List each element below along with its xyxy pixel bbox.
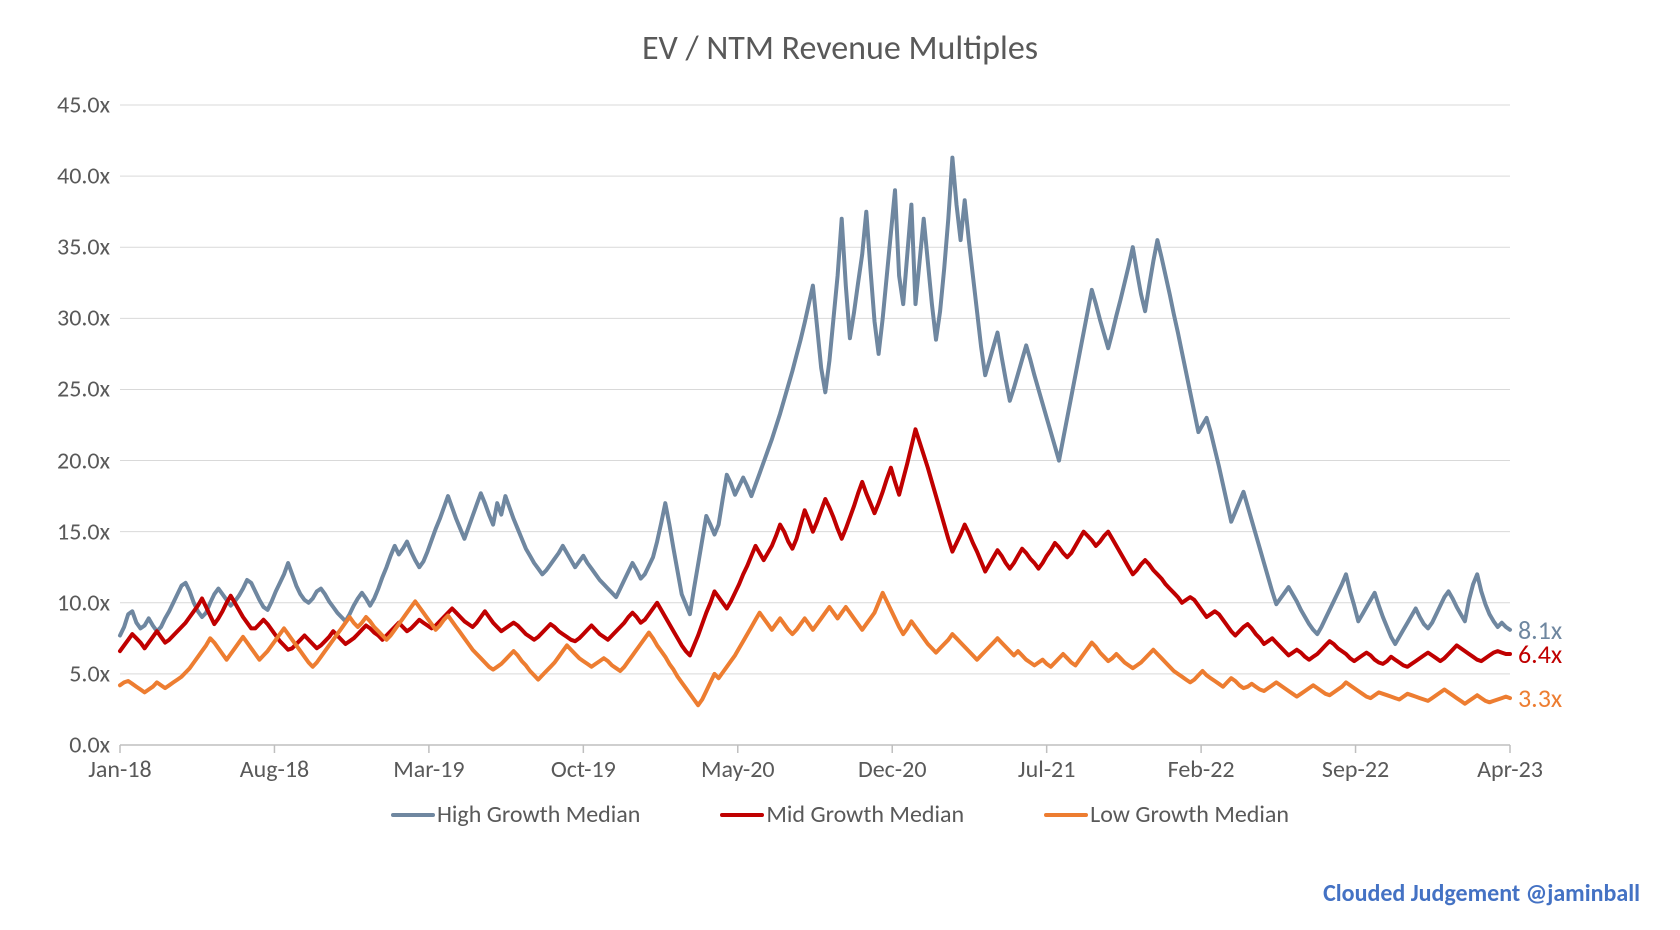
- plot-area: 0.0x5.0x10.0x15.0x20.0x25.0x30.0x35.0x40…: [120, 105, 1510, 745]
- x-tick-label: Mar-19: [393, 745, 464, 784]
- legend-swatch-high: [391, 813, 435, 817]
- y-tick-label: 30.0x: [57, 304, 120, 333]
- y-tick-label: 10.0x: [57, 588, 120, 617]
- y-tick-label: 15.0x: [57, 517, 120, 546]
- legend: High Growth Median Mid Growth Median Low G…: [0, 800, 1680, 829]
- legend-item-mid: Mid Growth Median: [720, 800, 964, 829]
- x-tick-label: Apr-23: [1477, 745, 1543, 784]
- legend-swatch-low: [1044, 813, 1088, 817]
- legend-item-low: Low Growth Median: [1044, 800, 1289, 829]
- x-tick-label: Aug-18: [240, 745, 309, 784]
- series-end-label-mid: 6.4x: [1510, 638, 1562, 670]
- x-tick-label: Dec-20: [858, 745, 927, 784]
- chart-container: EV / NTM Revenue Multiples 0.0x5.0x10.0x…: [0, 0, 1680, 930]
- chart-title: EV / NTM Revenue Multiples: [0, 28, 1680, 69]
- legend-label-high: High Growth Median: [437, 800, 640, 829]
- legend-swatch-mid: [720, 813, 764, 817]
- y-tick-label: 25.0x: [57, 375, 120, 404]
- y-tick-label: 40.0x: [57, 162, 120, 191]
- legend-label-mid: Mid Growth Median: [766, 800, 964, 829]
- y-tick-label: 35.0x: [57, 233, 120, 262]
- x-tick-label: Sep-22: [1322, 745, 1389, 784]
- y-tick-label: 5.0x: [69, 659, 120, 688]
- series-end-label-low: 3.3x: [1510, 682, 1562, 714]
- attribution: Clouded Judgement @jaminball: [1323, 879, 1640, 908]
- y-tick-label: 45.0x: [57, 91, 120, 120]
- plot-svg: [120, 105, 1510, 745]
- x-tick-label: Oct-19: [551, 745, 616, 784]
- x-tick-label: May-20: [701, 745, 775, 784]
- legend-item-high: High Growth Median: [391, 800, 640, 829]
- x-tick-label: Feb-22: [1168, 745, 1235, 784]
- x-tick-label: Jan-18: [88, 745, 151, 784]
- legend-label-low: Low Growth Median: [1090, 800, 1289, 829]
- x-tick-label: Jul-21: [1018, 745, 1075, 784]
- y-tick-label: 20.0x: [57, 446, 120, 475]
